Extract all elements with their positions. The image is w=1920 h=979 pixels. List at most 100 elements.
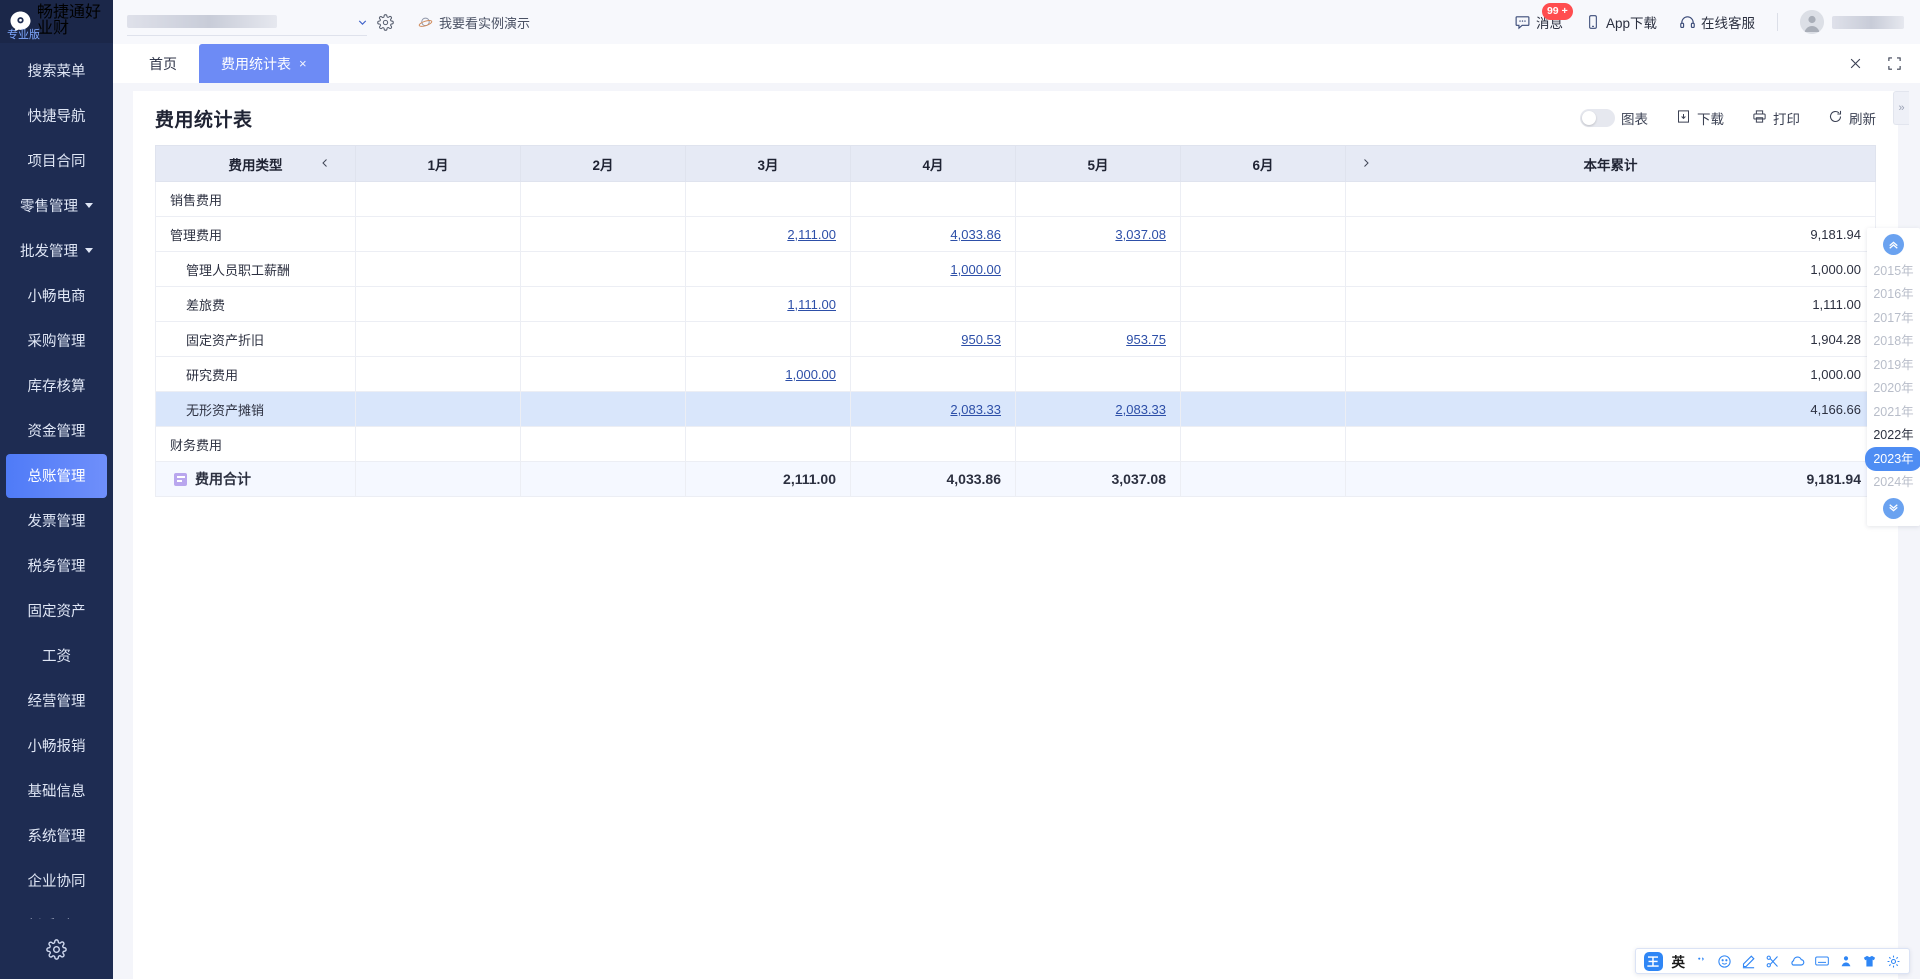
keyboard-icon[interactable] <box>1814 953 1830 969</box>
comma-icon[interactable] <box>1694 954 1708 968</box>
sidebar-item-label: 小畅电商 <box>27 289 86 306</box>
sidebar-item-11[interactable]: 税务管理 <box>6 544 107 588</box>
app-download-button[interactable]: App下载 <box>1585 12 1657 32</box>
sidebar-item-13[interactable]: 工资 <box>6 634 107 678</box>
chevron-double-down-icon[interactable] <box>1883 498 1904 519</box>
gear-icon[interactable] <box>43 936 70 963</box>
print-label: 打印 <box>1773 112 1800 127</box>
drilldown-link[interactable]: 953.75 <box>1126 331 1166 347</box>
value-cell <box>355 251 521 287</box>
drilldown-link[interactable]: 2,083.33 <box>950 401 1001 417</box>
sidebar-item-4[interactable]: 批发管理 <box>6 229 107 273</box>
table-row[interactable]: 固定资产折旧 950.53 953.75 1,904.28 <box>155 321 1876 357</box>
chevron-down-icon <box>85 203 93 209</box>
value-cell: 1,111.00 <box>685 286 851 322</box>
year-option-9[interactable]: 2024年 <box>1873 475 1914 489</box>
value-cell <box>850 286 1016 322</box>
online-service-button[interactable]: 在线客服 <box>1679 12 1755 32</box>
table-row[interactable]: 管理费用 2,111.00 4,033.86 3,037.08 9,181.94 <box>155 216 1876 252</box>
print-button[interactable]: 打印 <box>1752 108 1800 128</box>
user-menu[interactable] <box>1800 10 1904 34</box>
year-option-4[interactable]: 2019年 <box>1873 357 1914 372</box>
drilldown-link[interactable]: 1,111.00 <box>787 296 836 312</box>
year-option-3[interactable]: 2018年 <box>1873 334 1914 348</box>
sidebar-item-3[interactable]: 零售管理 <box>6 184 107 228</box>
tab-expense-report[interactable]: 费用统计表 × <box>199 44 329 83</box>
sidebar-item-19[interactable]: 新手引导 <box>6 904 107 919</box>
collapse-right-icon[interactable]: » <box>1893 91 1909 125</box>
value-cell <box>685 321 851 357</box>
tab-home[interactable]: 首页 <box>127 44 199 83</box>
refresh-button[interactable]: 刷新 <box>1828 108 1876 128</box>
close-icon[interactable]: × <box>299 56 307 71</box>
ime-mode-toggle[interactable]: 英 <box>1671 955 1686 970</box>
sidebar-item-15[interactable]: 小畅报销 <box>6 724 107 768</box>
year-option-8[interactable]: 2023年 <box>1865 447 1920 471</box>
value-cell: 4,033.86 <box>850 461 1016 497</box>
value-cell <box>520 461 686 497</box>
drilldown-link[interactable]: 1,000.00 <box>950 261 1001 277</box>
pen-icon[interactable] <box>1741 954 1756 969</box>
year-option-2[interactable]: 2017年 <box>1873 310 1914 325</box>
shirt-icon[interactable] <box>1862 954 1877 969</box>
gear-icon[interactable] <box>1886 954 1901 969</box>
drilldown-link[interactable]: 950.53 <box>961 331 1001 347</box>
sidebar-item-9[interactable]: 总账管理 <box>6 453 107 498</box>
download-button[interactable]: 下载 <box>1676 108 1724 128</box>
table-row[interactable]: 管理人员职工薪酬 1,000.00 1,000.00 <box>155 251 1876 287</box>
value-cell <box>520 251 686 287</box>
value-text: 3,037.08 <box>1111 471 1167 487</box>
year-option-5[interactable]: 2020年 <box>1873 381 1914 395</box>
chart-toggle[interactable] <box>1580 109 1615 127</box>
table-row[interactable]: 研究费用 1,000.00 1,000.00 <box>155 356 1876 392</box>
year-option-0[interactable]: 2015年 <box>1873 263 1914 278</box>
value-cell <box>1015 251 1181 287</box>
table-row[interactable]: 财务费用 <box>155 426 1876 462</box>
value-cell <box>1180 216 1346 252</box>
topbar-settings-gear-icon[interactable] <box>377 13 394 31</box>
demo-link[interactable]: 我要看实例演示 <box>418 13 530 32</box>
sidebar-item-16[interactable]: 基础信息 <box>6 769 107 813</box>
sidebar-item-5[interactable]: 小畅电商 <box>6 274 107 318</box>
drilldown-link[interactable]: 2,111.00 <box>787 226 836 242</box>
year-selector: 2015年 2016年 2017年 2018年 2019年 2020年 2021年 2022年… <box>1865 228 1920 526</box>
drilldown-link[interactable]: 4,033.86 <box>950 226 1001 242</box>
chevron-double-up-icon[interactable] <box>1883 234 1904 255</box>
table-row[interactable]: 差旅费 1,111.00 1,111.00 <box>155 286 1876 322</box>
drilldown-link[interactable]: 3,037.08 <box>1115 226 1166 242</box>
emoji-icon[interactable] <box>1717 954 1732 969</box>
table-row[interactable]: 销售费用 <box>155 181 1876 217</box>
sidebar-item-12[interactable]: 固定资产 <box>6 589 107 633</box>
sidebar-item-0[interactable]: 搜索菜单 <box>6 49 107 93</box>
value-cell <box>1345 181 1876 217</box>
scissors-icon[interactable] <box>1765 954 1780 969</box>
sidebar-item-17[interactable]: 系统管理 <box>6 814 107 858</box>
chevron-right-icon[interactable] <box>1360 157 1372 171</box>
drilldown-link[interactable]: 1,000.00 <box>785 366 836 382</box>
person-icon[interactable] <box>1839 954 1853 968</box>
table-row[interactable]: 费用合计 2,111.00 4,033.86 3,037.08 9,181.94 <box>155 461 1876 497</box>
year-option-6[interactable]: 2021年 <box>1873 404 1914 419</box>
sogou-logo-icon[interactable]: 王 <box>1643 951 1663 971</box>
chevron-left-icon[interactable] <box>319 157 331 171</box>
sidebar-item-6[interactable]: 采购管理 <box>6 319 107 363</box>
messages-button[interactable]: 消息 99 + <box>1514 3 1573 32</box>
year-option-1[interactable]: 2016年 <box>1873 287 1914 301</box>
sidebar-item-7[interactable]: 库存核算 <box>6 364 107 408</box>
table-row[interactable]: 无形资产摊销 2,083.33 2,083.33 4,166.66 <box>155 391 1876 427</box>
value-cell <box>1015 356 1181 392</box>
sidebar-item-14[interactable]: 经营管理 <box>6 679 107 723</box>
chevron-down-icon <box>356 16 367 27</box>
sidebar-item-8[interactable]: 资金管理 <box>6 409 107 453</box>
org-select[interactable] <box>127 9 367 36</box>
sidebar-item-18[interactable]: 企业协同 <box>6 859 107 903</box>
sidebar-item-10[interactable]: 发票管理 <box>6 499 107 543</box>
cloud-icon[interactable] <box>1789 953 1805 969</box>
fullscreen-icon[interactable] <box>1887 56 1902 71</box>
drilldown-link[interactable]: 2,083.33 <box>1115 401 1166 417</box>
close-icon[interactable] <box>1848 56 1863 71</box>
sidebar-item-2[interactable]: 项目合同 <box>6 139 107 183</box>
sidebar-item-1[interactable]: 快捷导航 <box>6 94 107 138</box>
chart-toggle-group[interactable]: 图表 <box>1580 108 1648 128</box>
year-option-7[interactable]: 2022年 <box>1873 428 1914 442</box>
